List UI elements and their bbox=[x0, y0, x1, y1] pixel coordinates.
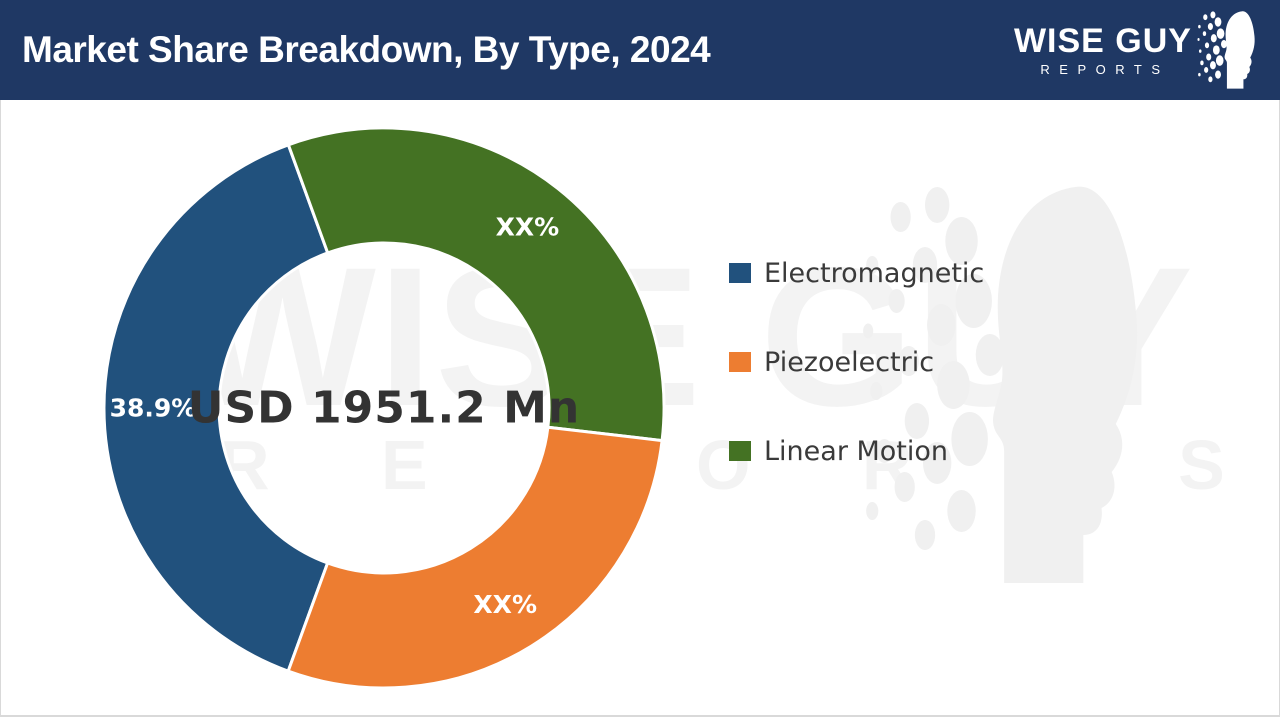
legend-item-electromagnetic: Electromagnetic bbox=[729, 252, 984, 294]
chart-area: WISE GUY R E P O R T S 38.9% XX% XX% USD 19… bbox=[0, 100, 1280, 717]
logo-wordmark-line1: WISE GUY bbox=[1013, 21, 1192, 60]
page-title: Market Share Breakdown, By Type, 2024 bbox=[22, 29, 711, 70]
center-value: USD 1951.2 Mn bbox=[188, 383, 580, 434]
donut-chart: 38.9% XX% XX% USD 1951.2 Mn bbox=[102, 126, 666, 690]
legend-swatch-linear-motion bbox=[729, 441, 751, 461]
watermark-face-icon bbox=[863, 186, 1138, 583]
legend-item-linear-motion: Linear Motion bbox=[729, 430, 984, 472]
logo-wordmark-line2: REPORTS bbox=[1040, 61, 1170, 77]
legend-label-electromagnetic: Electromagnetic bbox=[764, 257, 985, 289]
legend-swatch-electromagnetic bbox=[729, 263, 751, 283]
header-bar: Market Share Breakdown, By Type, 2024 WI… bbox=[0, 0, 1280, 100]
logo-face-icon bbox=[1197, 11, 1255, 89]
donut-segment-piezoelectric bbox=[286, 425, 664, 690]
legend-label-piezoelectric: Piezoelectric bbox=[764, 346, 935, 378]
legend-label-linear-motion: Linear Motion bbox=[764, 435, 949, 467]
legend-swatch-piezoelectric bbox=[729, 352, 751, 372]
logo-wordmark: WISE GUY REPORTS bbox=[1014, 24, 1192, 77]
chart-legend: Electromagnetic Piezoelectric Linear Mot… bbox=[729, 252, 984, 519]
donut-segment-linear-motion bbox=[286, 126, 666, 443]
segment-label-piezoelectric: XX% bbox=[473, 590, 537, 619]
wise-guy-logo: WISE GUY REPORTS bbox=[1014, 8, 1268, 92]
segment-label-linear-motion: XX% bbox=[496, 212, 560, 241]
legend-item-piezoelectric: Piezoelectric bbox=[729, 341, 984, 383]
donut-segment-electromagnetic bbox=[102, 143, 330, 673]
segment-label-electromagnetic: 38.9% bbox=[110, 393, 197, 422]
